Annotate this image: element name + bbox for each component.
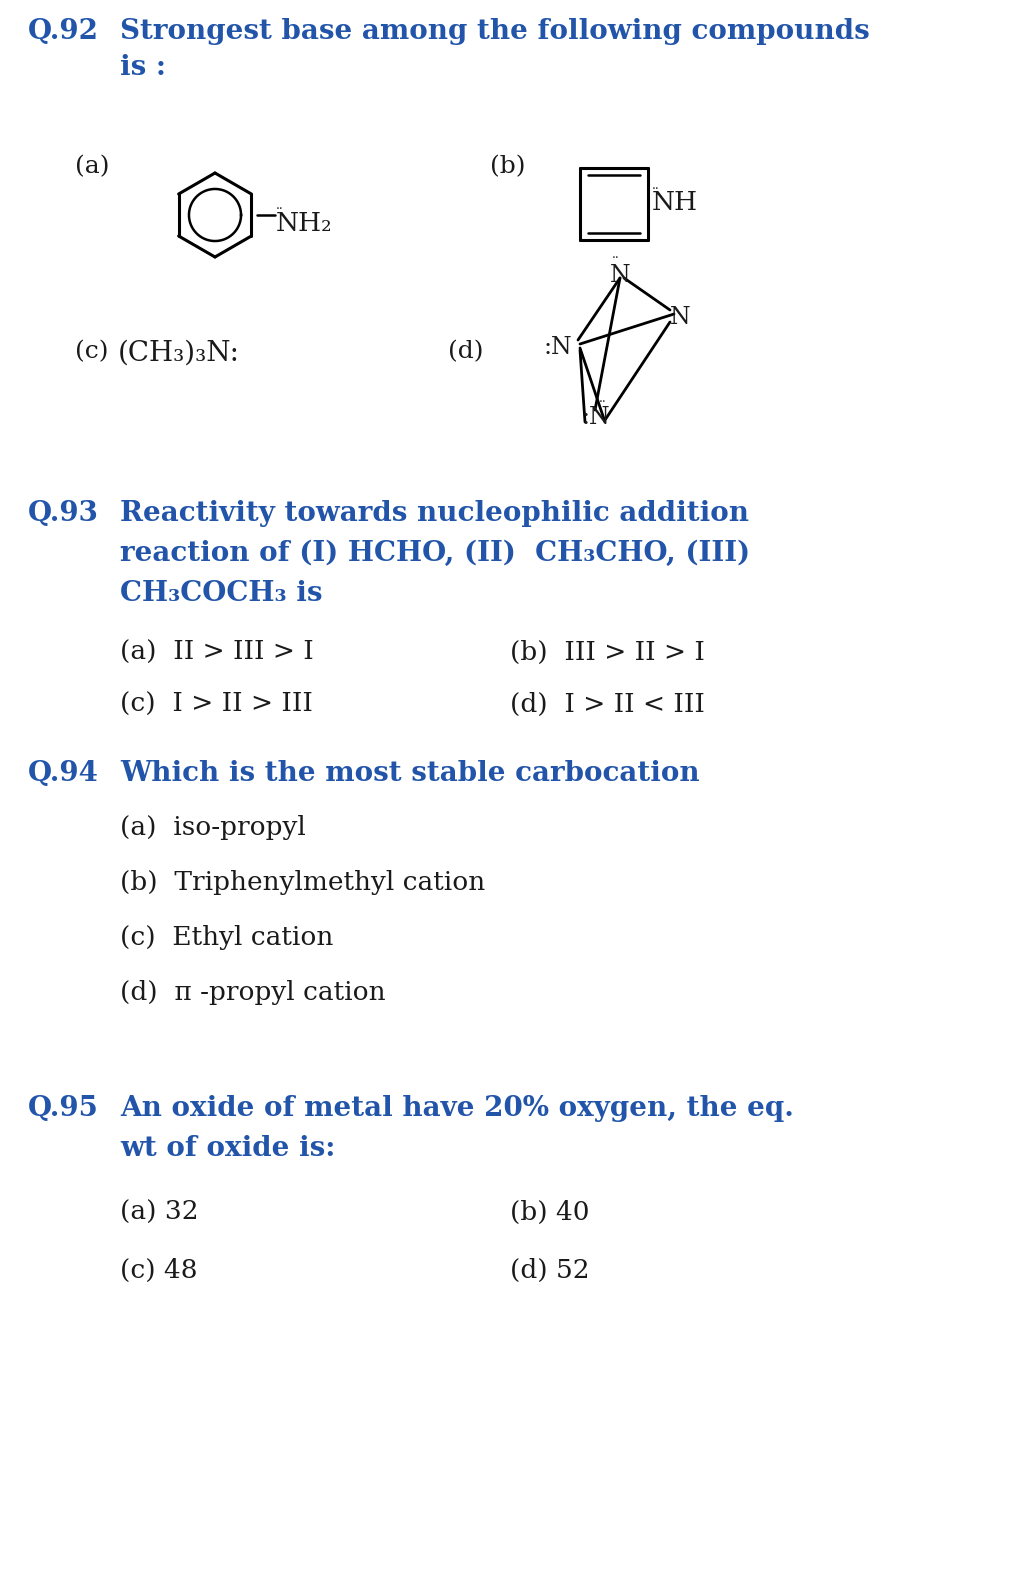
- Text: Which is the most stable carbocation: Which is the most stable carbocation: [120, 760, 699, 787]
- Text: ··: ··: [612, 253, 620, 265]
- Text: (b): (b): [490, 155, 525, 177]
- Text: wt of oxide is:: wt of oxide is:: [120, 1135, 336, 1162]
- Text: (b)  Triphenylmethyl cation: (b) Triphenylmethyl cation: [120, 870, 485, 895]
- Text: (b) 40: (b) 40: [510, 1199, 590, 1225]
- Text: N: N: [670, 306, 690, 330]
- Text: Q.92: Q.92: [28, 17, 99, 46]
- Text: An oxide of metal have 20% oxygen, the eq.: An oxide of metal have 20% oxygen, the e…: [120, 1094, 794, 1123]
- Text: NH: NH: [652, 190, 698, 215]
- Text: ··: ··: [599, 396, 607, 410]
- Text: (d)  I > II < III: (d) I > II < III: [510, 692, 705, 717]
- Text: ··: ··: [652, 184, 659, 196]
- Text: (a)  iso-propyl: (a) iso-propyl: [120, 815, 306, 840]
- Text: (b)  III > II > I: (b) III > II > I: [510, 641, 705, 666]
- Text: (d)  π -propyl cation: (d) π -propyl cation: [120, 980, 386, 1005]
- Text: NH₂: NH₂: [276, 210, 333, 236]
- Text: (c): (c): [75, 341, 109, 363]
- Text: :N: :N: [581, 407, 609, 429]
- Text: N: N: [609, 264, 631, 287]
- Text: ··: ··: [276, 203, 284, 217]
- Text: CH₃COCH₃ is: CH₃COCH₃ is: [120, 579, 323, 608]
- Text: Reactivity towards nucleophilic addition: Reactivity towards nucleophilic addition: [120, 499, 749, 528]
- Text: Q.93: Q.93: [28, 499, 99, 528]
- Text: Strongest base among the following compounds: Strongest base among the following compo…: [120, 17, 869, 46]
- Text: (c) 48: (c) 48: [120, 1258, 198, 1283]
- Text: (a)  II > III > I: (a) II > III > I: [120, 641, 313, 666]
- Text: (a): (a): [75, 155, 110, 177]
- Text: Q.95: Q.95: [28, 1094, 99, 1123]
- Text: reaction of (I) HCHO, (II)  CH₃CHO, (III): reaction of (I) HCHO, (II) CH₃CHO, (III): [120, 540, 751, 567]
- Text: Q.94: Q.94: [28, 760, 99, 787]
- Text: (c)  Ethyl cation: (c) Ethyl cation: [120, 925, 334, 950]
- Text: (d): (d): [449, 341, 483, 363]
- Text: (CH₃)₃N:: (CH₃)₃N:: [118, 341, 240, 367]
- Text: :N: :N: [544, 336, 572, 360]
- Text: (a) 32: (a) 32: [120, 1199, 199, 1225]
- Text: is :: is :: [120, 53, 166, 82]
- Text: (c)  I > II > III: (c) I > II > III: [120, 692, 313, 717]
- Text: (d) 52: (d) 52: [510, 1258, 590, 1283]
